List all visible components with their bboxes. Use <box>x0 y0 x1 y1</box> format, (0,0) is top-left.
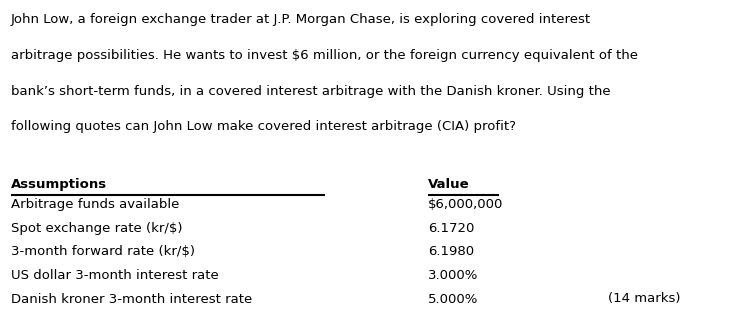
Text: 3.000%: 3.000% <box>427 269 478 282</box>
Text: 6.1720: 6.1720 <box>427 222 474 235</box>
Text: John Low, a foreign exchange trader at J.P. Morgan Chase, is exploring covered i: John Low, a foreign exchange trader at J… <box>11 13 591 26</box>
Text: bank’s short-term funds, in a covered interest arbitrage with the Danish kroner.: bank’s short-term funds, in a covered in… <box>11 85 611 98</box>
Text: US dollar 3-month interest rate: US dollar 3-month interest rate <box>11 269 219 282</box>
Text: arbitrage possibilities. He wants to invest $6 million, or the foreign currency : arbitrage possibilities. He wants to inv… <box>11 49 638 62</box>
Text: 3-month forward rate (kr/$): 3-month forward rate (kr/$) <box>11 245 195 259</box>
Text: Arbitrage funds available: Arbitrage funds available <box>11 198 179 211</box>
Text: $6,000,000: $6,000,000 <box>427 198 503 211</box>
Text: Danish kroner 3-month interest rate: Danish kroner 3-month interest rate <box>11 293 252 306</box>
Text: Spot exchange rate (kr/$): Spot exchange rate (kr/$) <box>11 222 183 235</box>
Text: 6.1980: 6.1980 <box>427 245 474 259</box>
Text: Value: Value <box>427 177 469 190</box>
Text: following quotes can John Low make covered interest arbitrage (CIA) profit?: following quotes can John Low make cover… <box>11 120 516 133</box>
Text: 5.000%: 5.000% <box>427 293 478 306</box>
Text: (14 marks): (14 marks) <box>608 292 680 305</box>
Text: Assumptions: Assumptions <box>11 177 107 190</box>
